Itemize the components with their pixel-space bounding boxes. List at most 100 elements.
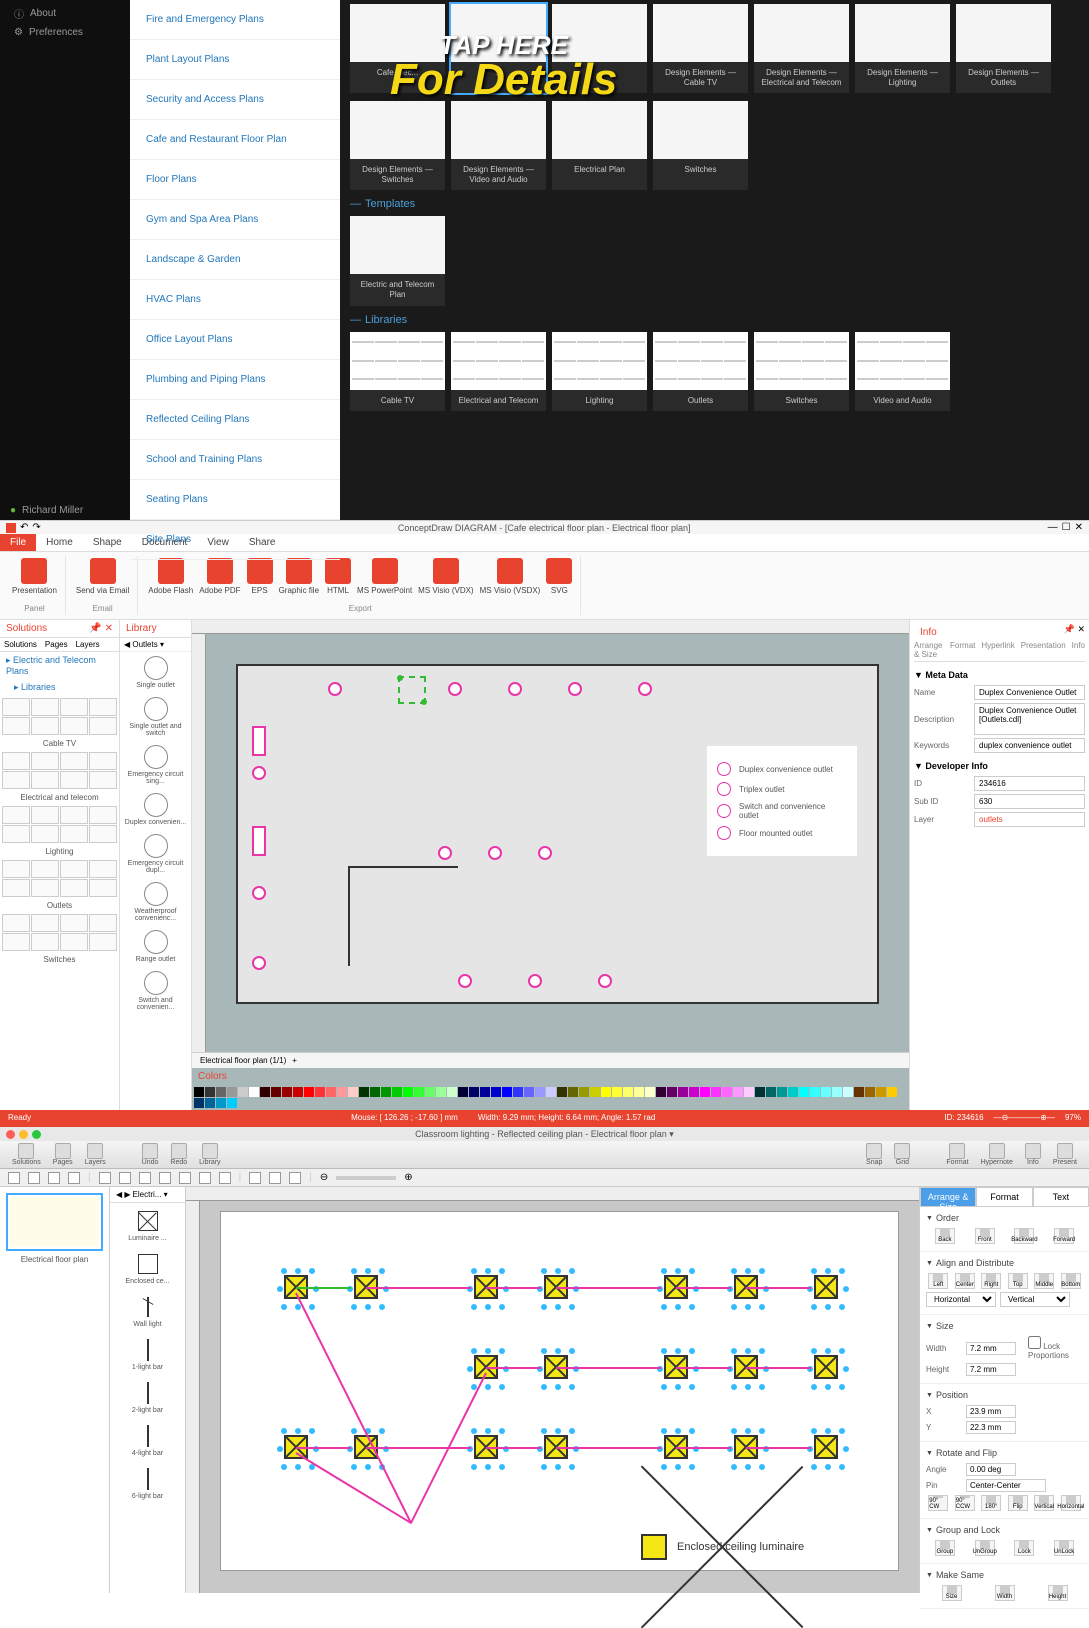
selection-handle[interactable] — [485, 1428, 491, 1434]
color-swatch[interactable] — [876, 1087, 886, 1097]
stencil-thumb[interactable] — [2, 717, 30, 735]
selection-handle[interactable] — [731, 1268, 737, 1274]
selection-handle[interactable] — [569, 1384, 575, 1390]
color-swatch[interactable] — [711, 1087, 721, 1097]
position-header[interactable]: Position — [926, 1388, 1083, 1402]
info-tab[interactable]: Arrange & Size — [914, 641, 944, 659]
color-swatch[interactable] — [480, 1087, 490, 1097]
selection-handle[interactable] — [689, 1428, 695, 1434]
color-swatch[interactable] — [249, 1087, 259, 1097]
color-swatch[interactable] — [579, 1087, 589, 1097]
toolbar-button[interactable]: Info — [1021, 1143, 1045, 1166]
property-button[interactable]: Size — [942, 1585, 962, 1601]
selection-handle[interactable] — [745, 1384, 751, 1390]
category-item[interactable]: Seating Plans — [130, 480, 340, 520]
gallery-card[interactable]: Cable TV — [350, 332, 445, 412]
gallery-card[interactable]: Outlets — [653, 332, 748, 412]
selection-handle[interactable] — [485, 1304, 491, 1310]
selection-handle[interactable] — [811, 1464, 817, 1470]
toolbar-button[interactable]: Solutions — [8, 1143, 45, 1166]
selection-handle[interactable] — [843, 1286, 849, 1292]
layer-field[interactable]: outlets — [974, 812, 1085, 827]
property-button[interactable]: Top — [1008, 1273, 1028, 1289]
selection-handle[interactable] — [745, 1268, 751, 1274]
selection-handle[interactable] — [295, 1268, 301, 1274]
wire[interactable] — [746, 1447, 811, 1449]
selection-handle[interactable] — [309, 1304, 315, 1310]
selection-handle[interactable] — [839, 1268, 845, 1274]
color-swatch[interactable] — [260, 1087, 270, 1097]
color-swatch[interactable] — [722, 1087, 732, 1097]
gallery-card[interactable]: Design Elements — Cable TV — [653, 4, 748, 93]
zoom-in-icon[interactable]: ⊕ — [404, 1172, 412, 1183]
selection-handle[interactable] — [471, 1304, 477, 1310]
selection-handle[interactable] — [555, 1268, 561, 1274]
toolbar-button[interactable]: Library — [195, 1143, 224, 1166]
color-swatch[interactable] — [733, 1087, 743, 1097]
ribbon-tab[interactable]: File — [0, 534, 36, 551]
selection-handle[interactable] — [731, 1384, 737, 1390]
selection-handle[interactable] — [759, 1268, 765, 1274]
color-swatch[interactable] — [810, 1087, 820, 1097]
stencil-thumb[interactable] — [2, 806, 30, 824]
ribbon-button[interactable]: SVG — [546, 558, 572, 595]
selection-handle[interactable] — [689, 1348, 695, 1354]
stencil-thumb[interactable] — [60, 771, 88, 789]
tool-icon[interactable] — [289, 1172, 301, 1184]
category-item[interactable]: Site Plans — [130, 520, 340, 560]
ribbon-button[interactable]: MS PowerPoint — [357, 558, 412, 595]
color-swatch[interactable] — [205, 1098, 215, 1108]
selection-handle[interactable] — [541, 1428, 547, 1434]
solution-root[interactable]: ▸ Electric and Telecom Plans — [0, 652, 119, 679]
selection-handle[interactable] — [661, 1428, 667, 1434]
gallery-card[interactable]: Electric and Telecom Plan — [350, 216, 445, 305]
wire[interactable] — [366, 1287, 471, 1289]
outlet-symbol[interactable] — [568, 682, 582, 696]
wire-selected[interactable] — [296, 1287, 351, 1289]
zoom-out-icon[interactable]: ⊖ — [320, 1172, 328, 1183]
selection-handle[interactable] — [485, 1268, 491, 1274]
angle-input[interactable] — [966, 1463, 1016, 1476]
selection-handle[interactable] — [541, 1384, 547, 1390]
property-button[interactable]: Center — [955, 1273, 975, 1289]
selection-handle[interactable] — [745, 1428, 751, 1434]
color-swatch[interactable] — [777, 1087, 787, 1097]
ribbon-button[interactable]: Adobe Flash — [148, 558, 193, 595]
selection-handle[interactable] — [555, 1464, 561, 1470]
color-swatch[interactable] — [755, 1087, 765, 1097]
toolbar-button[interactable]: Layers — [81, 1143, 110, 1166]
wall-outlet[interactable] — [252, 726, 266, 756]
selection-handle[interactable] — [675, 1428, 681, 1434]
stencil-thumb[interactable] — [89, 698, 117, 716]
selection-handle[interactable] — [365, 1268, 371, 1274]
selection-handle[interactable] — [825, 1268, 831, 1274]
property-button[interactable]: Front — [975, 1228, 995, 1244]
color-swatch[interactable] — [656, 1087, 666, 1097]
color-swatch[interactable] — [436, 1087, 446, 1097]
library-shape[interactable]: Enclosed ce... — [110, 1246, 185, 1289]
selection-handle[interactable] — [379, 1428, 385, 1434]
category-item[interactable]: Security and Access Plans — [130, 80, 340, 120]
color-swatch[interactable] — [887, 1087, 897, 1097]
color-swatch[interactable] — [788, 1087, 798, 1097]
tool-icon[interactable] — [219, 1172, 231, 1184]
selection-handle[interactable] — [731, 1428, 737, 1434]
keywords-field[interactable]: duplex convenience outlet — [974, 738, 1085, 753]
selection-handle[interactable] — [295, 1464, 301, 1470]
maximize-icon[interactable]: ☐ — [1062, 522, 1071, 533]
y-input[interactable] — [966, 1421, 1016, 1434]
stencil-thumb[interactable] — [31, 771, 59, 789]
tool-icon[interactable] — [159, 1172, 171, 1184]
panel-tab[interactable]: Solutions — [0, 638, 41, 651]
library-shape[interactable]: Luminaire ... — [110, 1203, 185, 1246]
selection-handle[interactable] — [661, 1348, 667, 1354]
id-field[interactable]: 234616 — [974, 776, 1085, 791]
color-swatch[interactable] — [590, 1087, 600, 1097]
stencil-thumb[interactable] — [60, 806, 88, 824]
color-swatch[interactable] — [227, 1087, 237, 1097]
category-item[interactable]: Office Layout Plans — [130, 320, 340, 360]
meta-data-header[interactable]: ▼ Meta Data — [914, 668, 1085, 682]
selection-handle[interactable] — [811, 1348, 817, 1354]
selection-handle[interactable] — [499, 1384, 505, 1390]
pin-input[interactable] — [966, 1479, 1046, 1492]
